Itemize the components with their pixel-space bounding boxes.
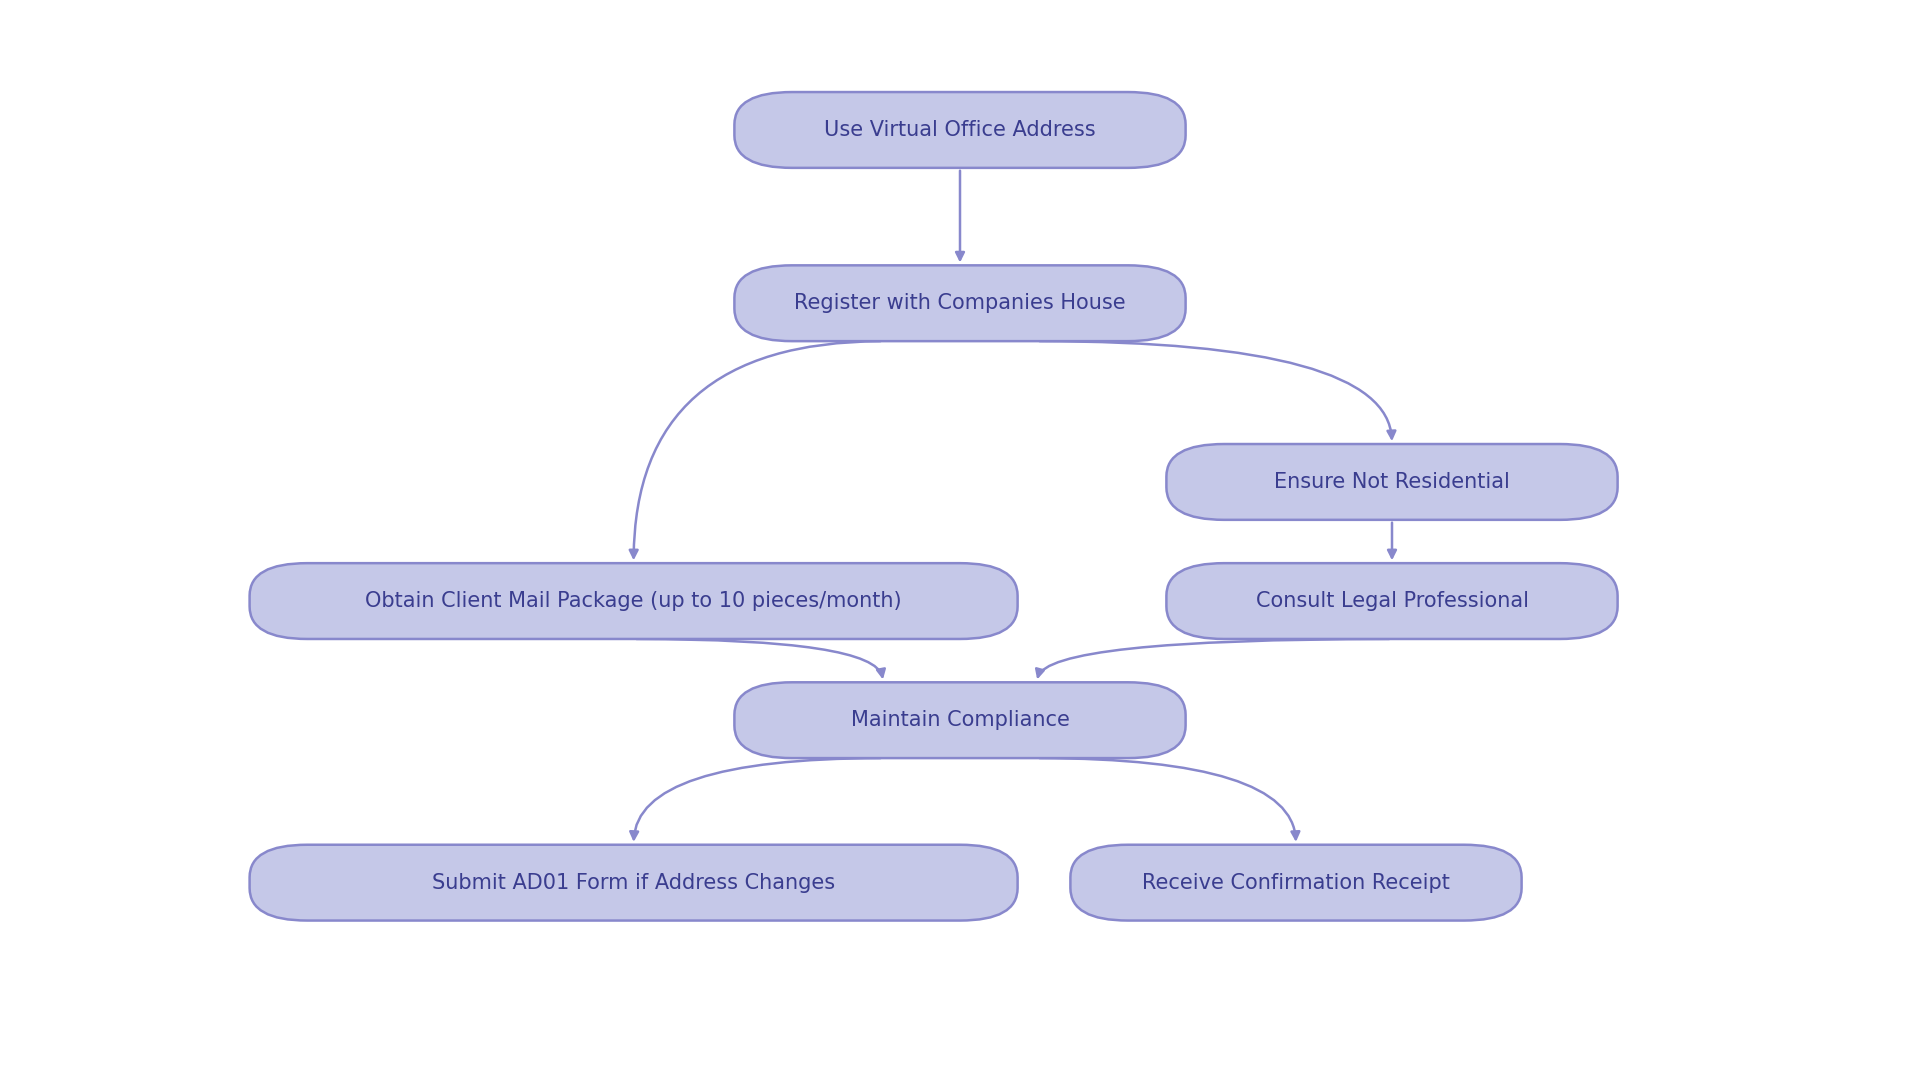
FancyBboxPatch shape (733, 92, 1185, 168)
Text: Obtain Client Mail Package (up to 10 pieces/month): Obtain Client Mail Package (up to 10 pie… (365, 591, 902, 611)
Text: Ensure Not Residential: Ensure Not Residential (1275, 472, 1509, 492)
FancyBboxPatch shape (733, 682, 1185, 758)
Text: Register with Companies House: Register with Companies House (795, 293, 1125, 313)
Text: Maintain Compliance: Maintain Compliance (851, 710, 1069, 730)
FancyBboxPatch shape (733, 265, 1185, 341)
Text: Consult Legal Professional: Consult Legal Professional (1256, 591, 1528, 611)
Text: Receive Confirmation Receipt: Receive Confirmation Receipt (1142, 873, 1450, 892)
FancyBboxPatch shape (250, 845, 1018, 921)
FancyBboxPatch shape (1165, 444, 1617, 520)
FancyBboxPatch shape (250, 563, 1018, 639)
FancyBboxPatch shape (1071, 845, 1523, 921)
Text: Submit AD01 Form if Address Changes: Submit AD01 Form if Address Changes (432, 873, 835, 892)
Text: Use Virtual Office Address: Use Virtual Office Address (824, 120, 1096, 140)
FancyBboxPatch shape (1165, 563, 1617, 639)
